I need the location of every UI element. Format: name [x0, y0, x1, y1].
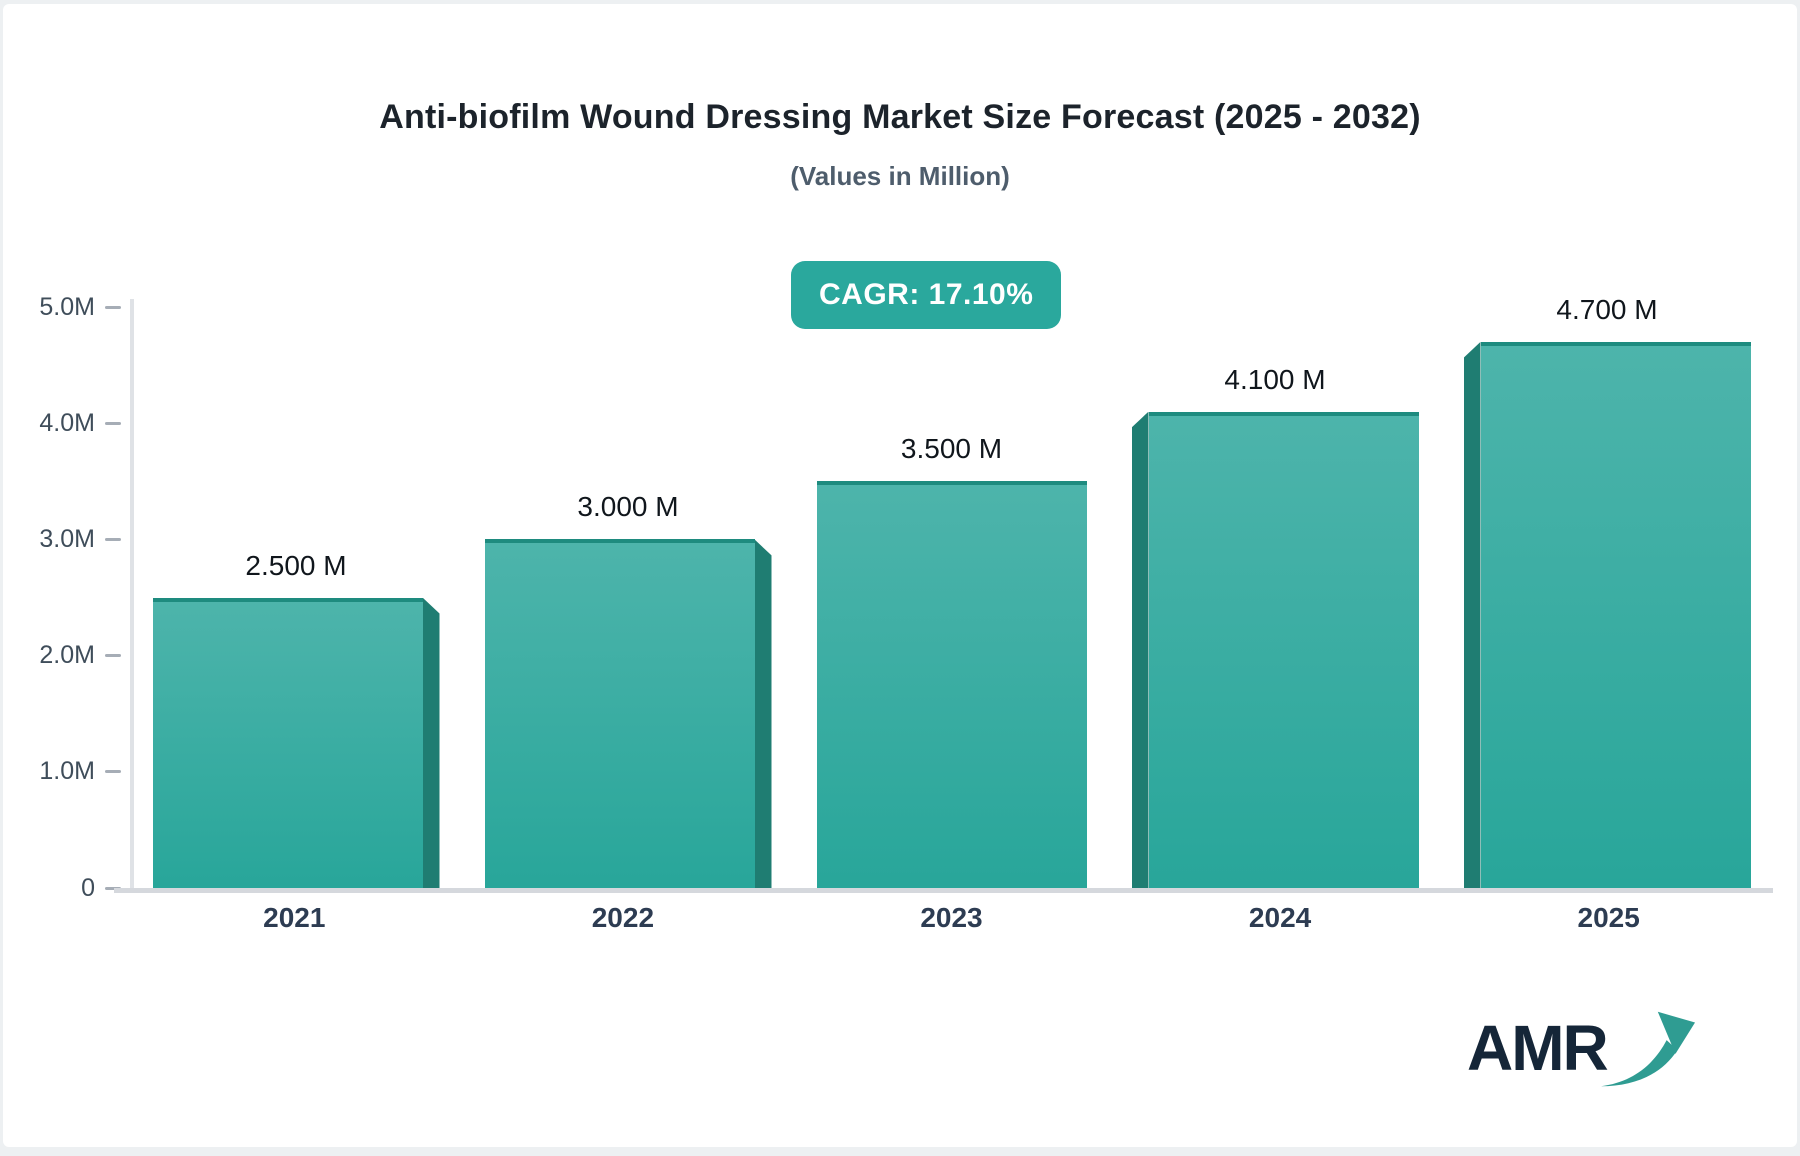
chart-title: Anti-biofilm Wound Dressing Market Size …: [379, 98, 1421, 136]
bar-face: [1480, 341, 1751, 888]
x-tick-label-2022: 2022: [591, 902, 655, 933]
y-axis-line: [130, 299, 134, 888]
y-tick-mark: [105, 537, 121, 541]
cagr-badge: CAGR: 17.10%: [791, 261, 1062, 329]
bars-row: 2.500 M 3.000 M 3.500 M 4.100 M 4.700 M: [130, 294, 1773, 888]
y-tick-row: 4.0M: [3, 408, 130, 438]
bar-2025: 4.700 M: [1463, 294, 1751, 888]
y-tick-label: 2.0M: [39, 641, 95, 670]
bar-2021: 2.500 M: [152, 550, 440, 888]
x-tick-label-2023: 2023: [920, 902, 983, 933]
bar-value-label: 3.500 M: [900, 433, 1003, 465]
y-tick-row: 5.0M: [3, 292, 130, 322]
bar-3d-side: [422, 597, 440, 888]
bar-value-label: 4.700 M: [1556, 293, 1658, 325]
y-axis: 5.0M 4.0M 3.0M 2.0M 1.0M 0: [3, 293, 130, 902]
y-tick-row: 0: [3, 873, 130, 903]
y-tick-label: 4.0M: [39, 408, 95, 437]
chart-header: Anti-biofilm Wound Dressing Market Size …: [3, 98, 1797, 192]
bar-face: [484, 539, 755, 888]
x-tick-label-2021: 2021: [263, 902, 326, 933]
y-tick-label: 3.0M: [39, 524, 95, 553]
bar-value-label: 3.000 M: [577, 491, 679, 523]
x-tick-label-2024: 2024: [1248, 902, 1312, 933]
amr-logo-text: AMR: [1467, 1012, 1609, 1084]
y-tick-mark: [105, 305, 121, 309]
chart-subtitle: (Values in Million): [790, 161, 1010, 191]
bar-value-label: 2.500 M: [245, 549, 347, 581]
y-tick-label: 5.0M: [39, 292, 95, 321]
y-tick-mark: [105, 886, 121, 890]
y-tick-mark: [105, 770, 121, 774]
bar-2024: 4.100 M: [1131, 364, 1419, 888]
amr-logo: AMR: [1467, 1007, 1697, 1093]
x-axis-line: [114, 888, 1773, 893]
y-tick-mark: [105, 421, 121, 425]
y-tick-row: 3.0M: [3, 524, 130, 554]
bar-value-label: 4.100 M: [1224, 363, 1326, 395]
bar-3d-side: [1131, 411, 1149, 888]
growth-arrow-icon: [1600, 1011, 1696, 1087]
plot-area: 2.500 M 3.000 M 3.500 M 4.100 M 4.700 M: [114, 294, 1773, 893]
y-tick-mark: [105, 654, 121, 658]
y-tick-label: 0: [81, 873, 95, 902]
y-tick-row: 1.0M: [3, 757, 130, 787]
bar-3d-side: [754, 539, 772, 888]
bar-2022: 3.000 M: [484, 491, 772, 888]
y-tick-label: 1.0M: [39, 757, 95, 786]
bar-3d-side: [1463, 341, 1481, 888]
chart-card: Anti-biofilm Wound Dressing Market Size …: [3, 4, 1797, 1147]
x-tick-label-2025: 2025: [1577, 902, 1640, 933]
x-axis-labels: 2021 2022 2023 2024 2025: [130, 902, 1773, 934]
bar-2023: 3.500 M: [816, 433, 1087, 888]
bar-face: [816, 481, 1087, 888]
bar-face: [152, 597, 423, 888]
bar-face: [1148, 411, 1419, 888]
y-tick-row: 2.0M: [3, 641, 130, 671]
